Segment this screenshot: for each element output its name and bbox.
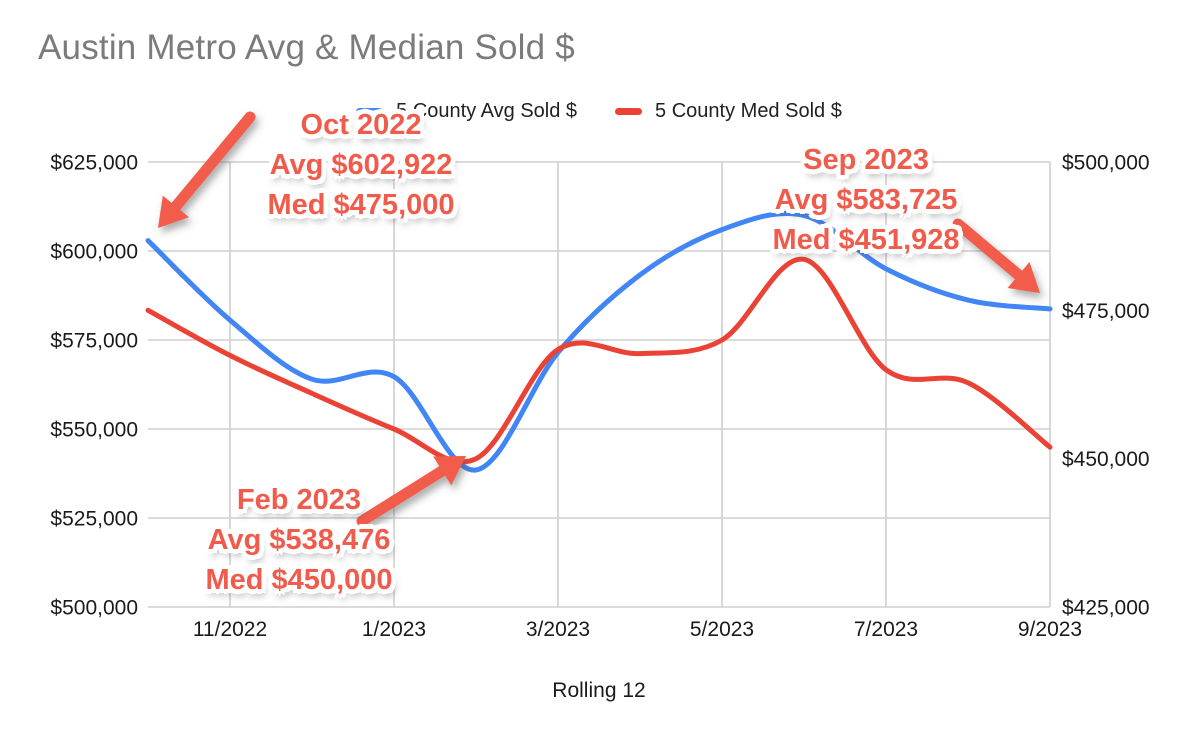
x-axis-tick-label: 11/2022 [193,618,267,641]
legend-item-med: 5 County Med Sold $ [615,100,842,123]
annotation-line: Oct 2022 [300,109,422,141]
med-series-line [145,256,1053,465]
gridlines [148,161,1051,608]
annotation-sep-2023: Sep 2023 Avg $583,725 Med $451,928 [772,140,959,260]
annotation-line: Feb 2023 [236,484,362,516]
x-axis-title: Rolling 12 [552,679,646,702]
right-axis-tick-label: $475,000 [1062,300,1150,323]
chart-title: Austin Metro Avg & Median Sold $ [38,28,575,67]
left-axis-tick-label: $525,000 [50,508,138,531]
right-axis-tick-label: $425,000 [1062,597,1150,620]
avg-series-line [145,210,1053,473]
legend: 5 County Avg Sold $ 5 County Med Sold $ [0,96,1198,126]
x-axis-tick-label: 7/2023 [854,618,918,641]
avg-series-swatch [356,107,384,115]
left-axis-tick-label: $500,000 [50,597,138,620]
annotation-line: Avg $602,922 [269,149,453,181]
legend-item-avg: 5 County Avg Sold $ [356,100,577,123]
annotation-line: Avg $583,725 [774,184,958,216]
left-axis-tick-label: $550,000 [50,419,138,442]
annotation-arrow [158,111,256,228]
annotation-arrow [952,218,1040,293]
left-axis-tick-label: $600,000 [50,241,138,264]
annotation-line: Sep 2023 [803,144,929,176]
legend-label-med: 5 County Med Sold $ [655,99,842,122]
x-axis-tick-label: 9/2023 [1018,618,1082,641]
axis-tick-labels: $625,000 $600,000 $575,000 $550,000 $525,000… [50,152,1149,642]
right-axis-tick-label: $500,000 [1062,152,1150,175]
annotation-line: Med $450,000 [205,564,393,596]
med-series-swatch [615,107,643,115]
annotation-line: Avg $538,476 [207,524,391,556]
x-axis-tick-label: 1/2023 [362,618,426,641]
left-axis-tick-label: $625,000 [50,152,138,175]
annotation-oct-2022: Oct 2022 Avg $602,922 Med $475,000 [267,105,454,225]
legend-label-avg: 5 County Avg Sold $ [396,99,578,122]
annotation-line: Med $451,928 [772,224,960,256]
x-axis-tick-label: 3/2023 [526,618,590,641]
x-axis-tick-label: 5/2023 [690,618,754,641]
annotation-line: Med $475,000 [267,189,455,221]
left-axis-tick-label: $575,000 [50,330,138,353]
annotation-arrow [356,456,466,527]
annotation-feb-2023: Feb 2023 Avg $538,476 Med $450,000 [205,480,392,600]
right-axis-tick-label: $450,000 [1062,448,1150,471]
